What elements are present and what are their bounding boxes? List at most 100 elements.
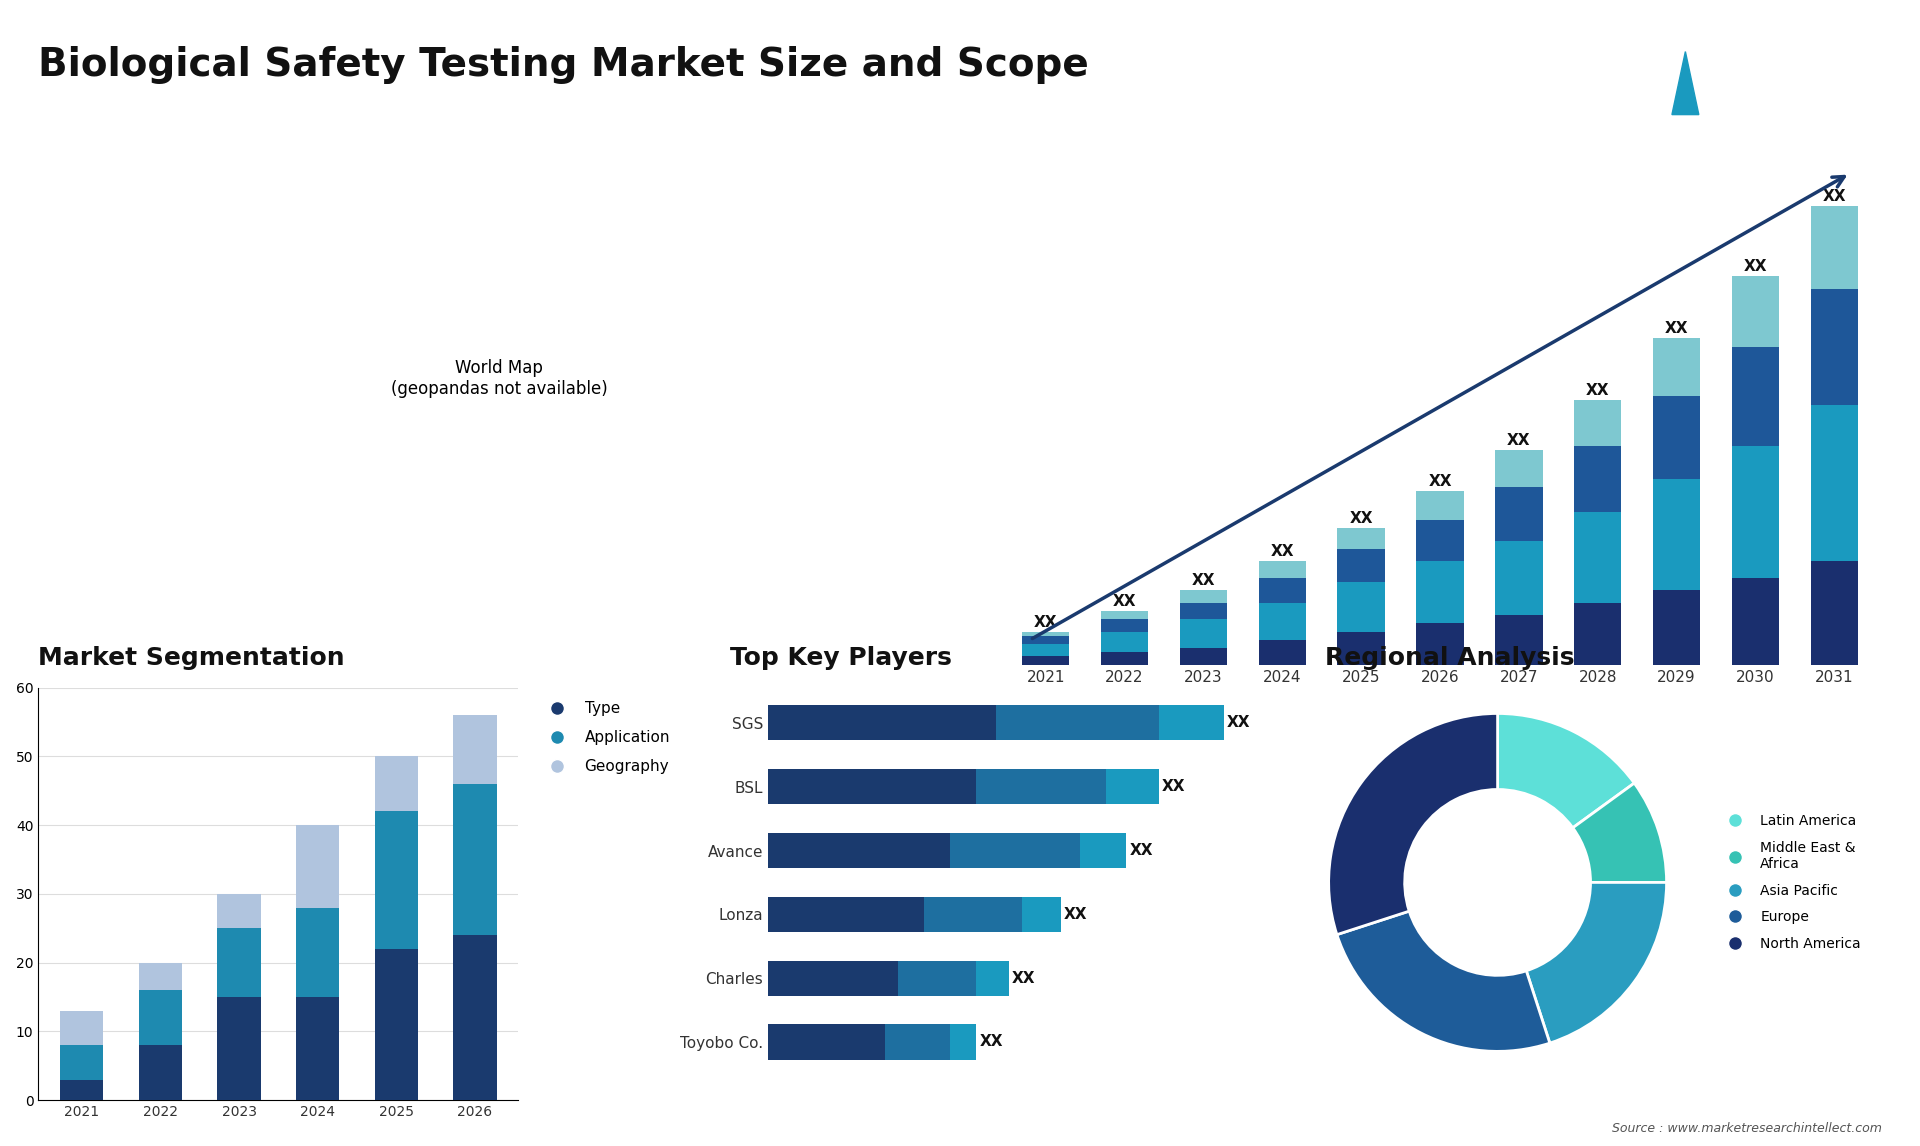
Text: XX: XX	[979, 1035, 1002, 1050]
Bar	[950, 833, 1081, 868]
Bar	[1260, 562, 1306, 578]
Bar	[138, 1045, 182, 1100]
Bar	[1179, 649, 1227, 665]
Text: Biological Safety Testing Market Size and Scope: Biological Safety Testing Market Size an…	[38, 46, 1089, 84]
Text: XX: XX	[1035, 614, 1058, 629]
Bar	[1179, 603, 1227, 619]
Bar	[1338, 582, 1384, 631]
Text: Market Segmentation: Market Segmentation	[38, 646, 346, 670]
Bar	[1574, 603, 1620, 665]
Bar	[296, 825, 340, 908]
Bar	[453, 935, 497, 1100]
Bar	[1158, 705, 1223, 740]
Text: XX: XX	[1350, 511, 1373, 526]
Text: RESEARCH: RESEARCH	[1761, 76, 1818, 85]
Bar	[1338, 528, 1384, 549]
Bar	[899, 960, 975, 996]
Wedge shape	[1336, 911, 1549, 1051]
Wedge shape	[1498, 714, 1634, 827]
Bar	[768, 833, 950, 868]
Bar	[1179, 619, 1227, 649]
Bar	[1179, 590, 1227, 603]
Bar	[1417, 562, 1463, 623]
Text: Source : www.marketresearchintellect.com: Source : www.marketresearchintellect.com	[1611, 1122, 1882, 1135]
Bar	[1100, 619, 1148, 631]
Legend: Latin America, Middle East &
Africa, Asia Pacific, Europe, North America: Latin America, Middle East & Africa, Asi…	[1716, 809, 1866, 956]
Text: XX: XX	[1507, 433, 1530, 448]
Bar	[1496, 615, 1542, 665]
Bar	[768, 769, 975, 804]
Text: XX: XX	[1192, 573, 1215, 588]
Bar	[1811, 405, 1859, 562]
Bar	[1417, 520, 1463, 562]
Bar	[1100, 652, 1148, 665]
Polygon shape	[1645, 52, 1672, 115]
Text: Regional Analysis: Regional Analysis	[1325, 646, 1574, 670]
Bar	[453, 784, 497, 935]
Bar	[1496, 541, 1542, 615]
Bar	[1021, 897, 1062, 932]
Bar	[1653, 338, 1701, 397]
Bar	[60, 1080, 104, 1100]
Text: XX: XX	[1227, 715, 1250, 730]
Bar	[138, 990, 182, 1045]
Bar	[1260, 603, 1306, 639]
Bar	[768, 897, 924, 932]
Bar	[60, 1045, 104, 1080]
Text: INTELLECT: INTELLECT	[1761, 101, 1818, 110]
Text: XX: XX	[1428, 474, 1452, 489]
Text: XX: XX	[1665, 321, 1688, 337]
Bar	[768, 960, 899, 996]
Bar	[217, 997, 261, 1100]
Bar	[1653, 479, 1701, 590]
Bar	[1100, 611, 1148, 619]
Bar	[217, 894, 261, 928]
Bar	[1732, 276, 1780, 347]
Bar	[996, 705, 1158, 740]
Wedge shape	[1572, 783, 1667, 882]
Text: XX: XX	[1064, 906, 1087, 921]
Bar	[1417, 623, 1463, 665]
Text: XX: XX	[1129, 843, 1152, 858]
Bar	[768, 1025, 885, 1060]
Bar	[453, 715, 497, 784]
Bar	[950, 1025, 975, 1060]
Bar	[1732, 578, 1780, 665]
Bar	[1496, 450, 1542, 487]
Bar	[60, 1011, 104, 1045]
Bar	[924, 897, 1021, 932]
Wedge shape	[1526, 882, 1667, 1043]
Bar	[1260, 578, 1306, 603]
Bar	[1574, 512, 1620, 603]
Bar	[1260, 639, 1306, 665]
Bar	[1811, 562, 1859, 665]
Bar	[1021, 644, 1069, 657]
Bar	[1100, 631, 1148, 652]
Bar	[1081, 833, 1125, 868]
Bar	[374, 949, 419, 1100]
Text: XX: XX	[1162, 779, 1185, 794]
Bar	[296, 997, 340, 1100]
Bar	[885, 1025, 950, 1060]
Bar	[1732, 347, 1780, 446]
Text: MARKET: MARKET	[1761, 50, 1807, 60]
Bar	[1021, 636, 1069, 644]
Bar	[1653, 397, 1701, 479]
Text: XX: XX	[1586, 383, 1609, 399]
Bar	[374, 811, 419, 949]
Bar	[1338, 631, 1384, 665]
Text: XX: XX	[1114, 594, 1137, 609]
Polygon shape	[1672, 52, 1699, 115]
Bar	[1653, 590, 1701, 665]
Bar	[138, 963, 182, 990]
Bar	[1338, 549, 1384, 582]
Bar	[975, 960, 1008, 996]
Bar	[1811, 289, 1859, 405]
Text: World Map
(geopandas not available): World Map (geopandas not available)	[392, 359, 607, 398]
Bar	[1021, 657, 1069, 665]
Bar	[1732, 446, 1780, 578]
Text: XX: XX	[1822, 189, 1845, 204]
Bar	[1417, 492, 1463, 520]
Bar	[296, 908, 340, 997]
Legend: Type, Application, Geography: Type, Application, Geography	[536, 696, 676, 780]
